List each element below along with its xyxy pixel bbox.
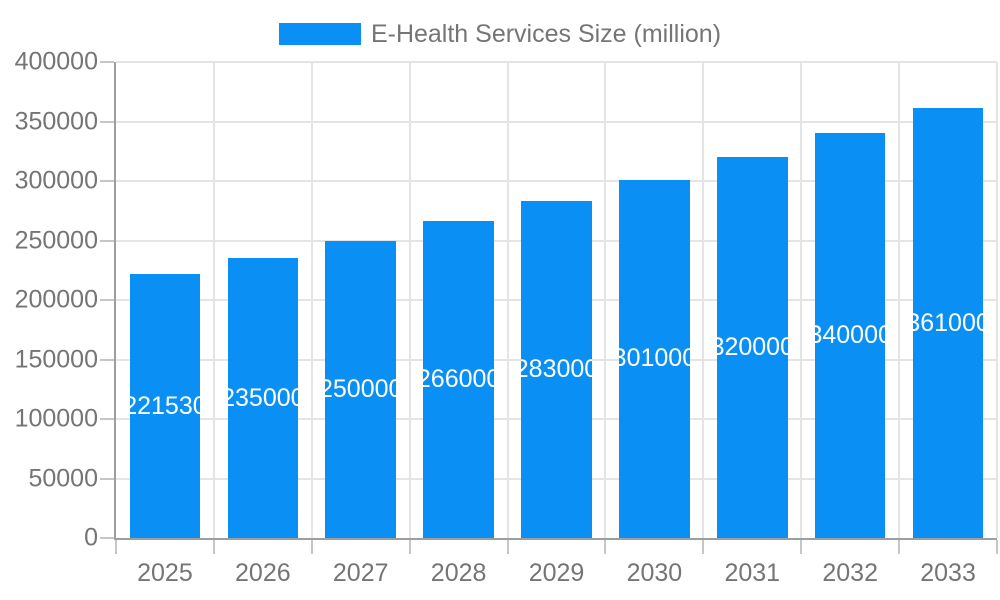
v-gridline xyxy=(800,62,803,538)
h-gridline xyxy=(116,61,997,63)
v-gridline xyxy=(212,62,215,538)
bar-value-label: 340000 xyxy=(814,321,886,350)
x-tick-mark xyxy=(604,540,607,554)
bar: 266000 xyxy=(423,221,494,538)
x-tick-label: 2029 xyxy=(528,559,585,587)
y-tick-label: 400000 xyxy=(14,47,98,76)
y-axis-labels: 0 50000 100000 150000 200000 250000 300000 3500… xyxy=(0,49,98,550)
y-tick-mark xyxy=(100,120,114,123)
bar-cell: 250000 xyxy=(312,62,410,538)
y-tick-mark xyxy=(100,61,114,63)
y-tick-mark xyxy=(100,537,114,539)
bar-value-label: 283000 xyxy=(521,355,592,384)
v-gridline xyxy=(702,62,705,538)
y-tick-mark xyxy=(100,299,114,301)
x-tick-label: 2031 xyxy=(724,559,781,587)
bar-value-label: 320000 xyxy=(717,333,788,362)
bar-value-label: 221530 xyxy=(129,391,201,420)
x-tick-label: 2032 xyxy=(822,559,878,587)
x-tick-mark xyxy=(115,540,117,554)
bar: 221530 xyxy=(129,274,201,538)
bar-value-label: 266000 xyxy=(423,365,494,394)
v-gridline xyxy=(408,62,411,538)
v-gridline xyxy=(506,62,509,538)
x-tick-label: 2030 xyxy=(626,559,683,587)
x-tick-label: 2027 xyxy=(332,559,389,587)
y-tick-label: 300000 xyxy=(14,166,98,195)
x-tick-label: 2025 xyxy=(137,559,193,587)
v-gridline xyxy=(996,62,998,538)
legend-swatch-icon xyxy=(278,23,361,45)
bar-cell: 221530 xyxy=(116,62,214,538)
y-tick-label: 250000 xyxy=(14,226,98,254)
v-gridline xyxy=(604,62,607,538)
bar: 340000 xyxy=(814,133,886,538)
bars-row: 221530 235000 250000 266000 283000 301000 3200… xyxy=(116,62,997,538)
bar-value-label: 301000 xyxy=(619,344,690,373)
bar-value-label: 235000 xyxy=(227,383,299,412)
bar: 250000 xyxy=(325,240,396,538)
bar: 301000 xyxy=(619,179,690,538)
x-tick-mark xyxy=(800,540,803,554)
legend-label: E-Health Services Size (million) xyxy=(370,20,722,48)
bar-cell: 340000 xyxy=(801,62,899,538)
y-tick-label: 100000 xyxy=(14,404,98,433)
x-tick-mark xyxy=(506,540,509,554)
h-gridline xyxy=(116,180,997,182)
x-tick-mark xyxy=(702,540,705,554)
bar: 283000 xyxy=(521,201,592,538)
x-tick-label: 2028 xyxy=(430,559,487,587)
bar-cell: 266000 xyxy=(410,62,508,538)
bar-value-label: 361000 xyxy=(912,308,984,337)
x-tick-label: 2026 xyxy=(235,559,291,587)
x-tick-label: 2033 xyxy=(920,559,976,587)
h-gridline xyxy=(116,120,997,123)
y-tick-label: 200000 xyxy=(14,285,98,314)
y-tick-label: 350000 xyxy=(14,107,98,135)
plot-area: 221530 235000 250000 266000 283000 301000 3200… xyxy=(100,61,998,554)
bar: 361000 xyxy=(912,108,984,538)
x-axis-labels: 2025 2026 2027 2028 2029 2030 2031 2032 2033 xyxy=(116,554,997,586)
y-tick-mark xyxy=(100,418,114,420)
x-tick-mark xyxy=(212,540,215,554)
x-tick-mark xyxy=(310,540,313,554)
y-tick-mark xyxy=(100,477,114,480)
bar-cell: 301000 xyxy=(605,62,703,538)
bar-value-label: 250000 xyxy=(325,374,396,403)
y-tick-mark xyxy=(100,358,114,361)
y-tick-label: 0 xyxy=(84,523,98,552)
y-tick-mark xyxy=(100,180,114,182)
bar: 235000 xyxy=(227,258,299,538)
bar-cell: 361000 xyxy=(899,62,997,538)
x-tick-mark xyxy=(898,540,901,554)
v-gridline xyxy=(898,62,901,538)
v-gridline xyxy=(310,62,313,538)
y-tick-mark xyxy=(100,239,114,242)
bar-cell: 235000 xyxy=(214,62,312,538)
x-tick-mark xyxy=(408,540,411,554)
x-tick-mark xyxy=(996,540,998,554)
y-tick-label: 50000 xyxy=(28,464,98,492)
y-tick-label: 150000 xyxy=(14,345,98,373)
bar-cell: 283000 xyxy=(508,62,606,538)
bar-cell: 320000 xyxy=(703,62,801,538)
bar: 320000 xyxy=(717,157,788,538)
legend[interactable]: E-Health Services Size (million) xyxy=(0,19,1000,49)
